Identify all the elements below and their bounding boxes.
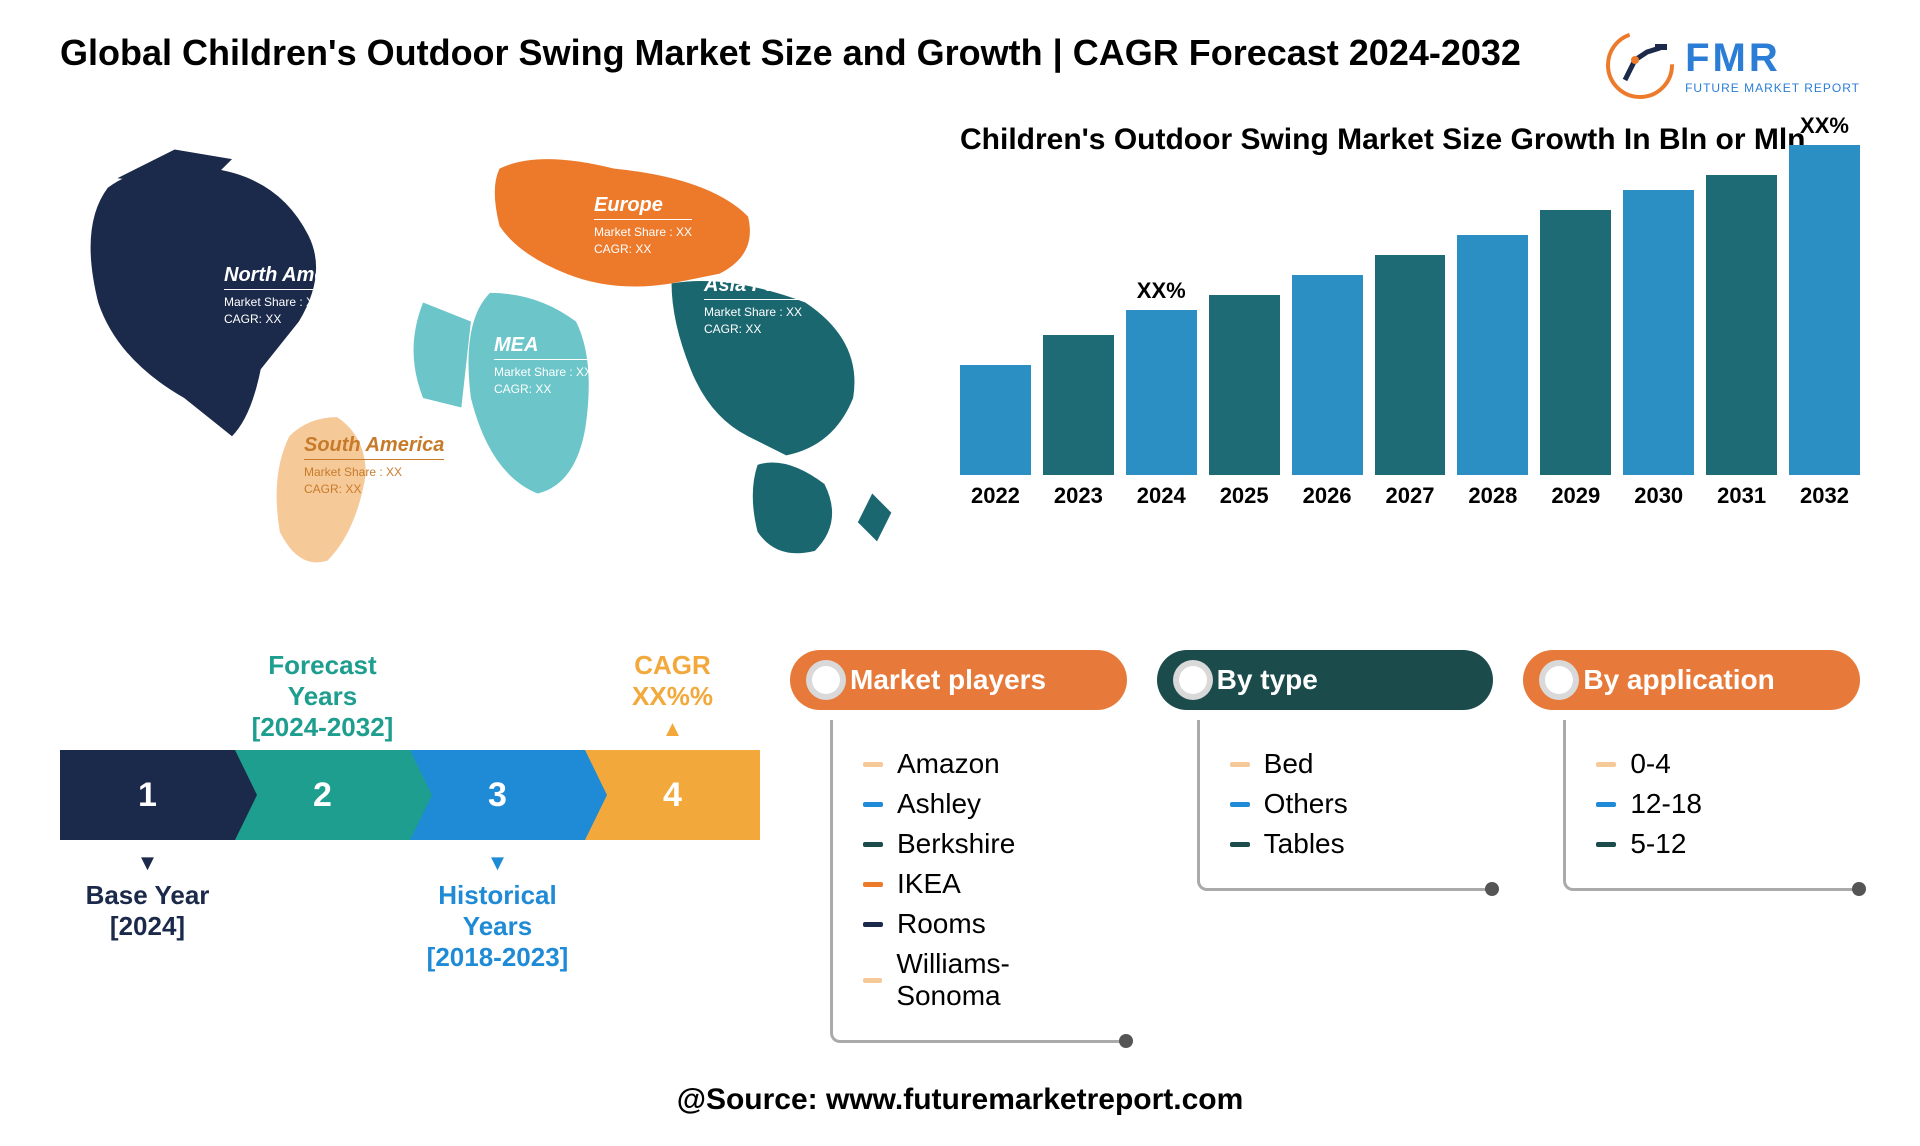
lower-section: Forecast Years[2024-2032]▲CAGRXX%%▲ 1234… [60,650,1860,1043]
marker-icon [863,842,883,847]
bar-2022: 2022 [960,365,1031,509]
category-by-application: By application 0-4 12-18 5-12 [1523,650,1860,1043]
category-by-type: By type Bed Others Tables [1157,650,1494,1043]
region-label-south-america: South AmericaMarket Share : XXCAGR: XX [300,430,448,502]
category-item: Tables [1230,828,1474,860]
bar-chart: Children's Outdoor Swing Market Size Gro… [960,120,1860,590]
marker-icon [863,978,882,983]
category-item: 5-12 [1596,828,1840,860]
timeline-seg-1: 1 [60,750,235,840]
item-label: 12-18 [1630,788,1702,820]
region-label-north-america: North AmericaMarket Share : XXCAGR: XX [220,260,365,332]
item-label: Tables [1264,828,1345,860]
category-list: Amazon Ashley Berkshire IKEA Rooms Williams-S… [830,720,1127,1043]
category-list: Bed Others Tables [1197,720,1494,891]
category-item: 0-4 [1596,748,1840,780]
bar-2030: 2030 [1623,190,1694,509]
logo-text-main: FMR [1685,36,1860,81]
page-title: Global Children's Outdoor Swing Market S… [60,30,1521,77]
category-item: Williams-Sonoma [863,948,1107,1012]
category-market-players: Market players Amazon Ashley Berkshire IKEA R… [790,650,1127,1043]
category-item: Amazon [863,748,1107,780]
timeline-seg-4: 4 [585,750,760,840]
upper-section: North AmericaMarket Share : XXCAGR: XX So… [60,120,1860,590]
bar-2032: XX%2032 [1789,145,1860,509]
category-item: IKEA [863,868,1107,900]
timeline: Forecast Years[2024-2032]▲CAGRXX%%▲ 1234… [60,650,760,1043]
bar-2025: 2025 [1209,295,1280,509]
world-map: North AmericaMarket Share : XXCAGR: XX So… [60,120,920,590]
bars-container: 20222023XX%20242025202620272028202920302… [960,169,1860,509]
categories: Market players Amazon Ashley Berkshire IKEA R… [790,650,1860,1043]
category-header: By application [1523,650,1860,710]
category-item: Berkshire [863,828,1107,860]
timeline-seg-2: 2 [235,750,410,840]
marker-icon [1596,762,1616,767]
bar-2031: 2031 [1706,175,1777,509]
bar-2026: 2026 [1292,275,1363,509]
header: Global Children's Outdoor Swing Market S… [60,30,1860,100]
source-text: @Source: www.futuremarketreport.com [60,1083,1860,1117]
item-label: Amazon [897,748,1000,780]
item-label: Rooms [897,908,986,940]
marker-icon [1596,842,1616,847]
category-item: Ashley [863,788,1107,820]
region-label-mea: MEAMarket Share : XXCAGR: XX [490,330,596,402]
marker-icon [1596,802,1616,807]
bar-2027: 2027 [1375,255,1446,509]
category-item: Bed [1230,748,1474,780]
category-item: 12-18 [1596,788,1840,820]
logo-text-sub: FUTURE MARKET REPORT [1685,81,1860,95]
category-item: Others [1230,788,1474,820]
category-list: 0-4 12-18 5-12 [1563,720,1860,891]
marker-icon [863,802,883,807]
timeline-bar: 1234 [60,750,760,840]
logo: FMR FUTURE MARKET REPORT [1605,30,1860,100]
marker-icon [1230,802,1250,807]
category-header: Market players [790,650,1127,710]
bar-2023: 2023 [1043,335,1114,509]
timeline-seg-3: 3 [410,750,585,840]
timeline-label-base-year: ▼Base Year[2024] [60,850,235,942]
bar-2024: XX%2024 [1126,310,1197,509]
item-label: IKEA [897,868,961,900]
marker-icon [863,762,883,767]
item-label: Berkshire [897,828,1015,860]
item-label: Bed [1264,748,1314,780]
item-label: Ashley [897,788,981,820]
region-label-europe: EuropeMarket Share : XXCAGR: XX [590,190,696,262]
timeline-label-historical-years: ▼Historical Years[2018-2023] [410,850,585,973]
bar-2028: 2028 [1457,235,1528,509]
timeline-label-cagr: CAGRXX%%▲ [585,650,760,742]
category-item: Rooms [863,908,1107,940]
fmr-logo-icon [1605,30,1675,100]
item-label: Others [1264,788,1348,820]
marker-icon [863,882,883,887]
chart-title: Children's Outdoor Swing Market Size Gro… [960,120,1860,159]
region-label-asia-pacific: Asia PacificMarket Share : XXCAGR: XX [700,270,820,342]
category-header: By type [1157,650,1494,710]
marker-icon [863,922,883,927]
item-label: Williams-Sonoma [896,948,1106,1012]
marker-icon [1230,842,1250,847]
bar-2029: 2029 [1540,210,1611,509]
item-label: 0-4 [1630,748,1670,780]
item-label: 5-12 [1630,828,1686,860]
marker-icon [1230,762,1250,767]
